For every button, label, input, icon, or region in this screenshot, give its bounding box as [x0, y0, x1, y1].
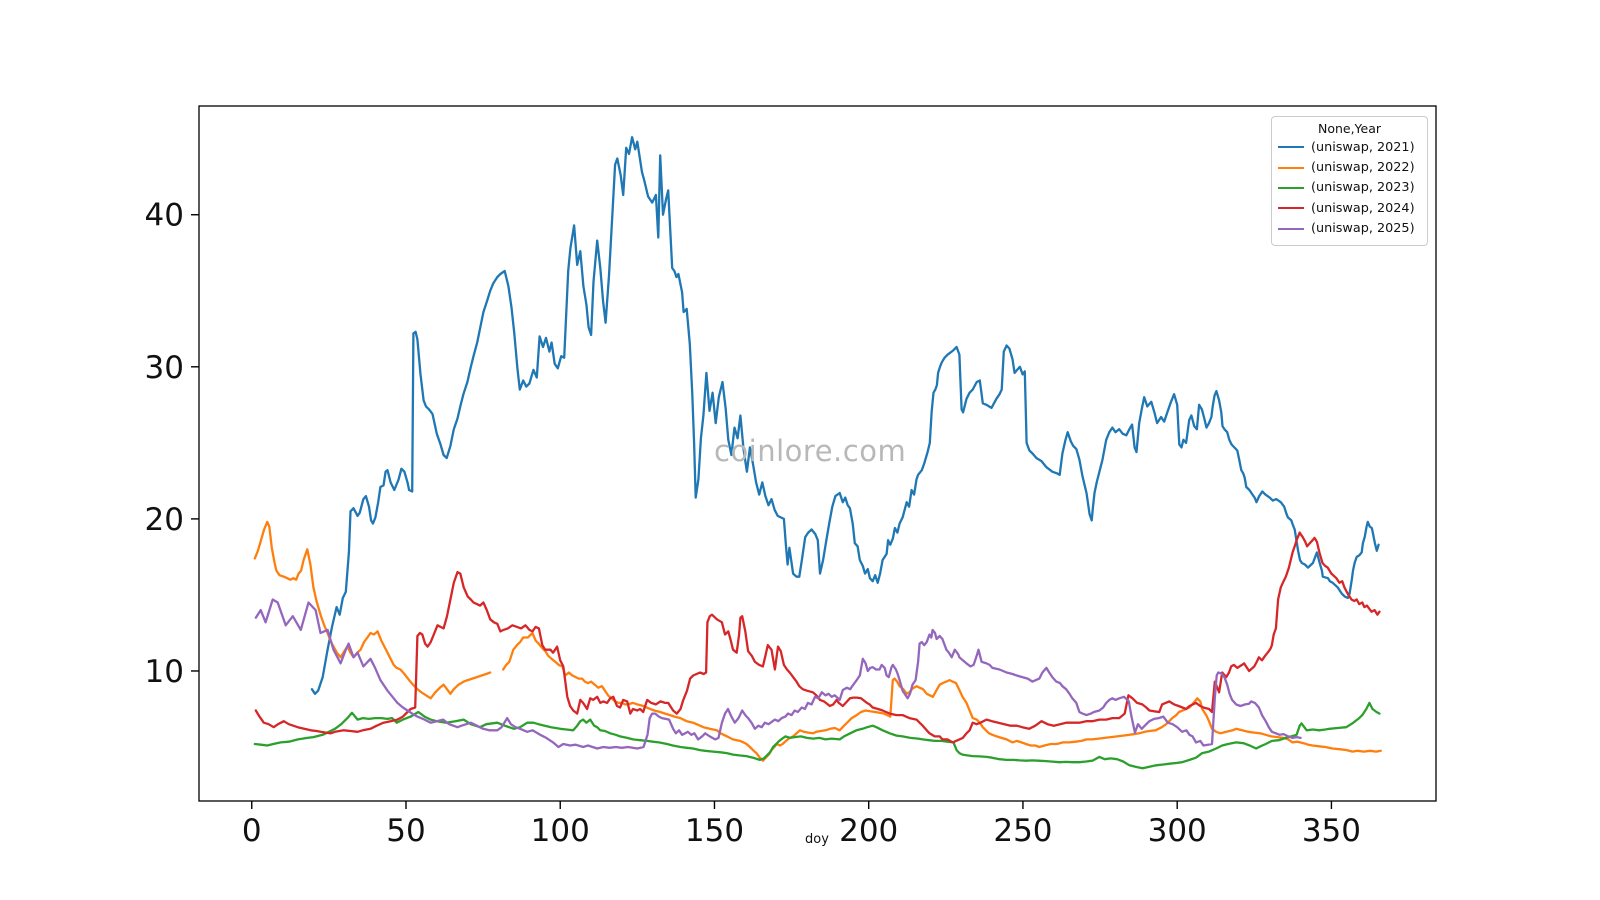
y-tick-label: 20 — [145, 502, 184, 538]
series-group — [253, 136, 1382, 770]
legend-line-swatch — [1278, 186, 1304, 189]
y-tick-label: 30 — [145, 350, 184, 386]
legend-line-swatch — [1278, 227, 1304, 230]
legend-entry-label: (uniswap, 2023) — [1311, 180, 1415, 196]
legend-line-swatch — [1278, 146, 1304, 149]
x-tick-label: 350 — [1302, 813, 1361, 849]
legend-entry: (uniswap, 2025) — [1278, 219, 1421, 239]
x-tick-label: 200 — [839, 813, 898, 849]
legend-line-swatch — [1278, 207, 1304, 210]
legend-entry-label: (uniswap, 2025) — [1311, 221, 1415, 237]
legend-entry: (uniswap, 2023) — [1278, 178, 1421, 198]
legend-line-swatch — [1278, 166, 1304, 169]
legend-entry-label: (uniswap, 2024) — [1311, 200, 1415, 216]
x-tick-label: 250 — [993, 813, 1052, 849]
x-tick-label: 50 — [386, 813, 425, 849]
legend-title: None,Year — [1317, 121, 1382, 136]
series-line-2023 — [253, 701, 1381, 770]
series-line-2021 — [310, 136, 1380, 695]
y-tick-label: 40 — [145, 198, 184, 234]
x-axis-label: doy — [805, 832, 829, 847]
legend-entry-label: (uniswap, 2021) — [1311, 139, 1415, 155]
x-tick-label: 0 — [242, 813, 262, 849]
watermark: coinlore.com — [714, 434, 907, 468]
legend-entry: (uniswap, 2022) — [1278, 157, 1421, 177]
legend: None,Year (uniswap, 2021) (uniswap, 2022)… — [1271, 116, 1428, 246]
series-line-2022 — [253, 520, 1382, 762]
series-line-2025 — [254, 598, 1302, 750]
legend-entry: (uniswap, 2021) — [1278, 137, 1421, 157]
legend-entry: (uniswap, 2024) — [1278, 198, 1421, 218]
legend-entries: (uniswap, 2021) (uniswap, 2022) (uniswap, … — [1278, 137, 1421, 239]
legend-entry-label: (uniswap, 2022) — [1311, 160, 1415, 176]
x-tick-label: 300 — [1148, 813, 1207, 849]
x-tick-label: 150 — [685, 813, 744, 849]
y-tick-label: 10 — [145, 654, 184, 690]
series-line-2024 — [254, 531, 1381, 744]
axes-frame — [198, 105, 1437, 802]
x-tick-label: 100 — [531, 813, 590, 849]
